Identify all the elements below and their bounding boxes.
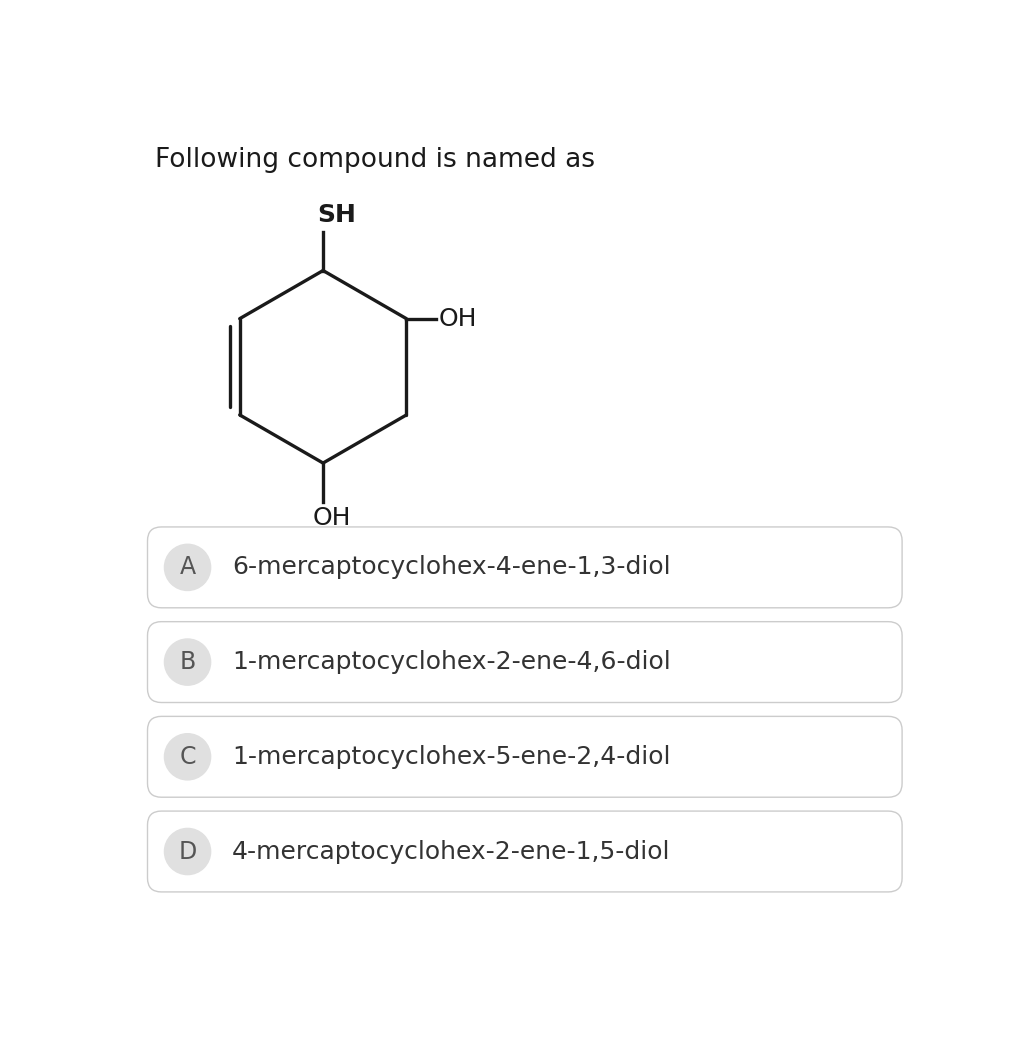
- Text: 1-mercaptocyclohex-2-ene-4,6-diol: 1-mercaptocyclohex-2-ene-4,6-diol: [232, 650, 671, 674]
- Circle shape: [165, 639, 211, 685]
- FancyBboxPatch shape: [147, 527, 902, 608]
- Text: SH: SH: [316, 204, 355, 227]
- FancyBboxPatch shape: [147, 811, 902, 892]
- Text: Following compound is named as: Following compound is named as: [156, 147, 595, 173]
- Text: B: B: [179, 650, 196, 674]
- Circle shape: [165, 734, 211, 780]
- Text: C: C: [179, 745, 196, 769]
- FancyBboxPatch shape: [147, 716, 902, 797]
- Text: OH: OH: [438, 307, 477, 331]
- Text: 6-mercaptocyclohex-4-ene-1,3-diol: 6-mercaptocyclohex-4-ene-1,3-diol: [232, 555, 671, 579]
- Text: A: A: [179, 555, 196, 579]
- Text: D: D: [178, 839, 197, 864]
- Text: OH: OH: [312, 506, 351, 530]
- Text: 1-mercaptocyclohex-5-ene-2,4-diol: 1-mercaptocyclohex-5-ene-2,4-diol: [232, 745, 671, 769]
- Circle shape: [165, 544, 211, 591]
- FancyBboxPatch shape: [147, 622, 902, 702]
- Text: 4-mercaptocyclohex-2-ene-1,5-diol: 4-mercaptocyclohex-2-ene-1,5-diol: [232, 839, 671, 864]
- Circle shape: [165, 829, 211, 874]
